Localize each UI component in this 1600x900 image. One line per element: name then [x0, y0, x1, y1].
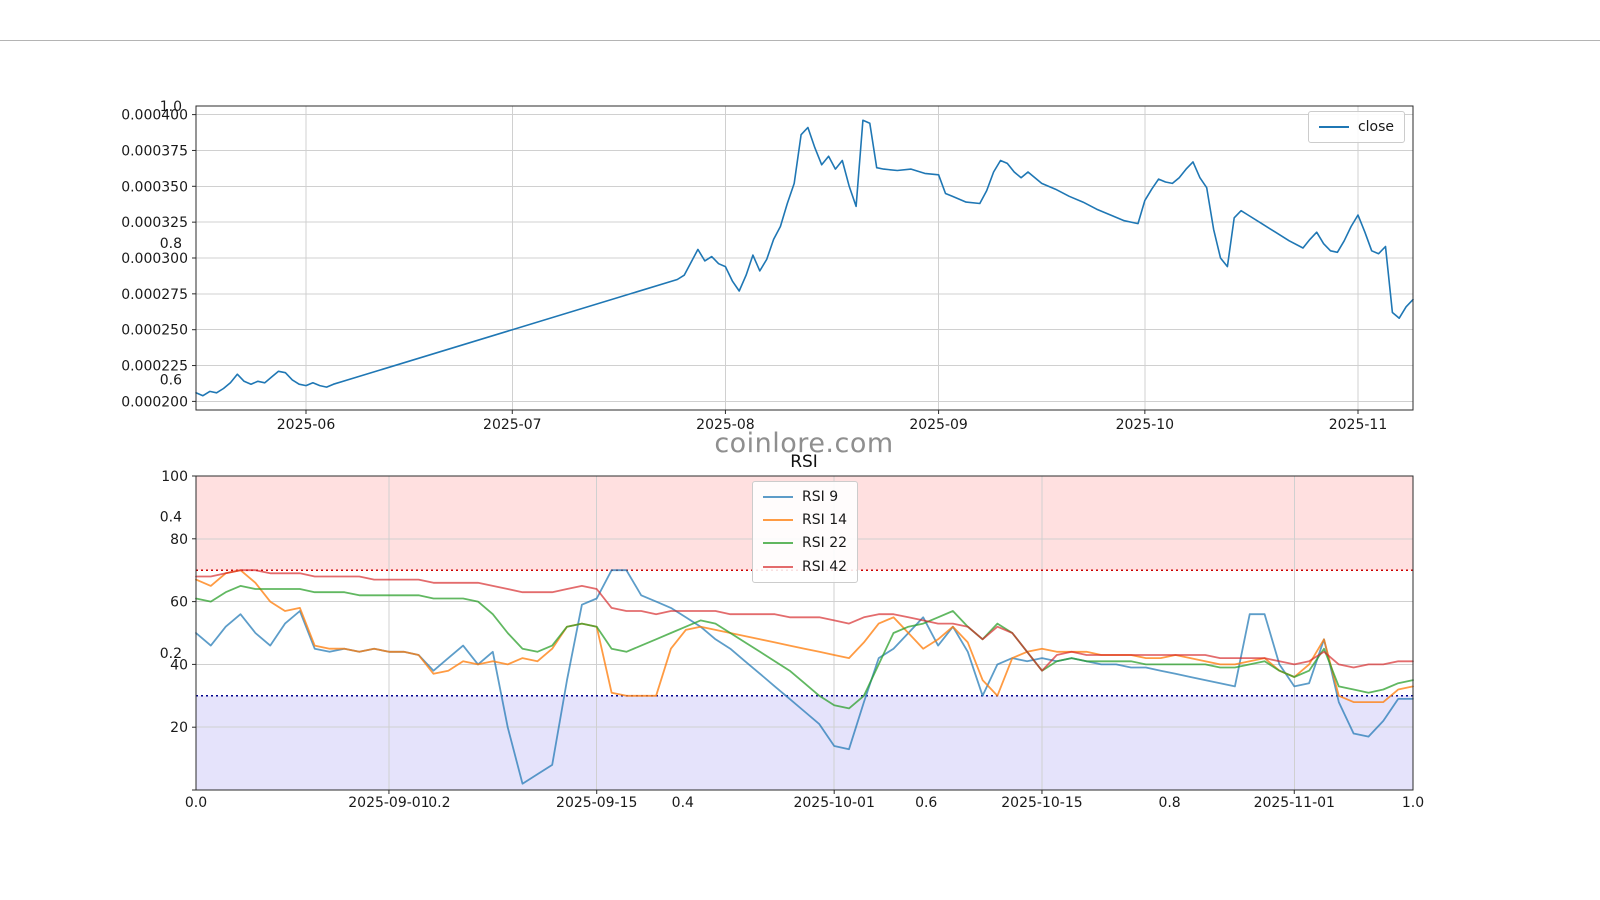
overlay-y-tick-label: 0.4 [160, 509, 182, 525]
rsi-chart-title: RSI [790, 452, 818, 472]
y-tick-label: 0.000225 [121, 359, 188, 375]
legend-label: RSI 42 [802, 558, 848, 575]
rsi-22-line [195, 585, 1414, 710]
x-tick-label: 2025-10 [1116, 417, 1175, 433]
rsi-42-line [195, 569, 1414, 672]
y-tick-label: 60 [170, 595, 188, 611]
x-tick-label: 2025-09-01 [348, 795, 429, 811]
overlay-y-tick-label: 0.6 [160, 373, 182, 389]
overlay-x-tick-label: 0.8 [1158, 795, 1180, 811]
x-tick-label: 2025-08 [696, 417, 755, 433]
price-legend: close [1307, 111, 1405, 144]
rsi-14-legend-line [763, 519, 793, 522]
rsi-42-legend-line [763, 565, 793, 568]
x-tick-label: 2025-10-15 [1001, 795, 1082, 811]
y-tick-label: 40 [170, 657, 188, 673]
x-tick-label: 2025-09 [909, 417, 968, 433]
legend-entry: RSI 14 [763, 511, 847, 529]
legend-entry: close [1318, 118, 1394, 136]
y-tick-label: 0.000350 [121, 179, 188, 195]
legend-entry: RSI 42 [763, 558, 847, 576]
watermark: coinlore.com [714, 428, 894, 459]
close-legend-line [1318, 126, 1349, 129]
top-divider [0, 40, 1600, 41]
overlay-axis: 0.0 0.2 0.4 0.6 0.8 1.0 1.0 0.8 0.6 0.4 0.2 [160, 99, 1424, 811]
axes-frame [195, 475, 1414, 791]
close-line [195, 119, 1414, 397]
overlay-y-tick-label: 0.8 [160, 236, 182, 252]
y-tick-label: 100 [161, 469, 188, 485]
overlay-x-tick-label: 0.4 [672, 795, 694, 811]
legend-label: RSI 9 [802, 489, 839, 505]
legend-label: close [1357, 119, 1394, 135]
legend-label: RSI 14 [802, 512, 848, 529]
rsi-legend: RSI 9 RSI 14 RSI 22 RSI 42 [752, 481, 859, 583]
x-tick-label: 2025-10-01 [793, 795, 874, 811]
y-tick-label: 0.000325 [121, 215, 188, 231]
overlay-x-tick-label: 0.0 [185, 795, 207, 811]
legend-label: RSI 22 [802, 535, 848, 552]
rsi-14-line [195, 569, 1414, 703]
y-tick-label: 0.000300 [121, 251, 188, 267]
y-tick-label: 80 [170, 532, 188, 548]
overlay-y-tick-label: 1.0 [160, 99, 182, 115]
x-tick-label: 2025-11 [1329, 417, 1388, 433]
y-tick-label: 0.000400 [121, 108, 188, 124]
overlay-x-tick-label: 0.6 [915, 795, 937, 811]
y-tick-label: 20 [170, 720, 188, 736]
x-tick-label: 2025-09-15 [556, 795, 637, 811]
legend-entry: RSI 22 [763, 534, 847, 552]
oversold-band [196, 695, 1413, 790]
y-tick-label: 0.000375 [121, 143, 188, 159]
x-tick-label: 2025-07 [483, 417, 542, 433]
x-tick-label: 2025-06 [277, 417, 336, 433]
y-tick-label: 0.000275 [121, 287, 188, 303]
overlay-y-tick-label: 0.2 [160, 646, 182, 662]
rsi-9-legend-line [763, 496, 793, 499]
y-tick-label: 0.000200 [121, 394, 188, 410]
overlay-x-tick-label: 0.2 [428, 795, 450, 811]
x-tick-label: 2025-11-01 [1254, 795, 1335, 811]
price-chart: 2025-06 2025-07 2025-08 2025-09 2025-10 2025-… [121, 105, 1414, 433]
rsi-22-legend-line [763, 542, 793, 545]
overlay-x-tick-label: 1.0 [1402, 795, 1424, 811]
y-tick-label: 0.000250 [121, 323, 188, 339]
legend-entry: RSI 9 [763, 488, 847, 506]
